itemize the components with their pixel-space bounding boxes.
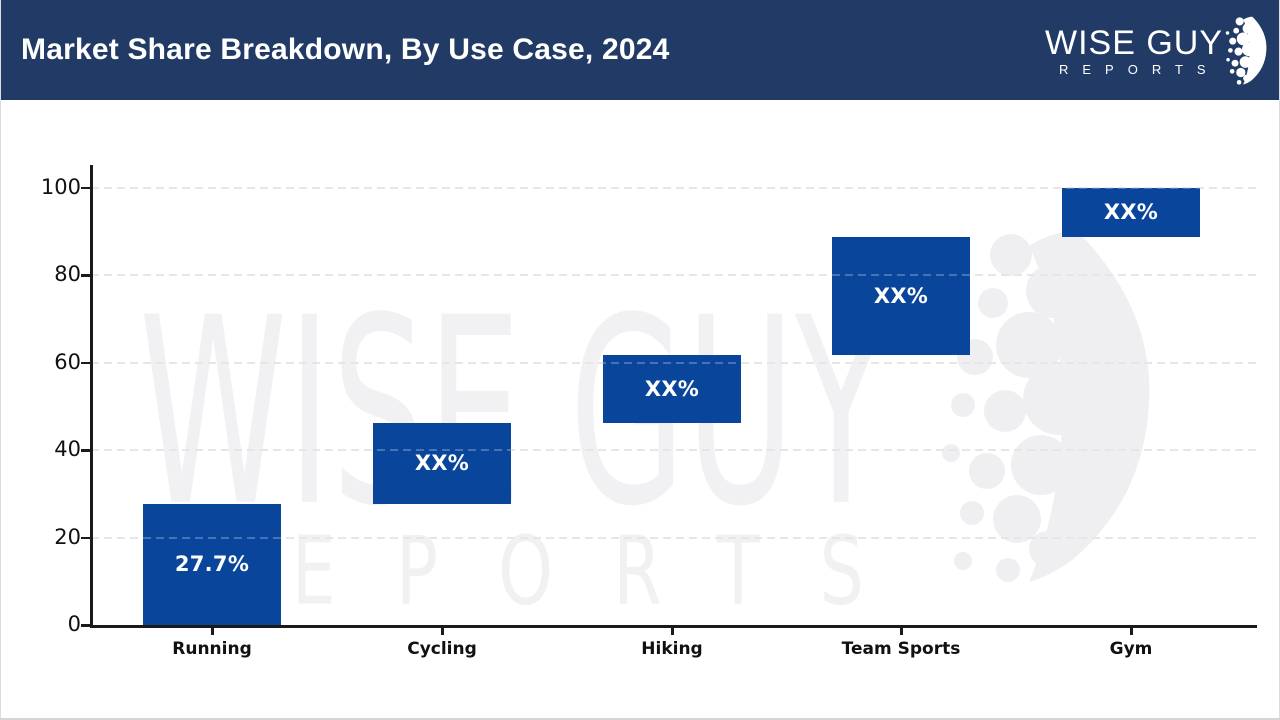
bar-value-label: 27.7% [174,552,250,577]
gridline-overlay [91,274,1257,276]
gridline-overlay [91,361,1257,364]
bar-value-label: XX% [414,451,470,476]
gridline [91,536,1257,539]
gridline [91,274,1257,276]
x-tick-mark [671,628,674,635]
y-tick-mark [81,536,90,539]
y-axis-line [90,165,93,627]
gridline-overlay [91,449,1257,451]
x-tick-mark [211,628,214,635]
gridline [91,449,1257,451]
y-tick-mark [81,449,90,452]
bar-running: 27.7% [143,503,281,625]
wise-guy-logo: WISE GUY REPORTS [1007,6,1267,96]
y-tick-label: 20 [54,524,81,549]
y-tick-label: 80 [54,262,81,286]
x-category-label: Running [172,639,252,659]
logo-subtext: REPORTS [1059,62,1220,77]
header: Market Share Breakdown, By Use Case, 202… [1,0,1279,100]
bar-value-label: XX% [873,284,929,308]
watermark-wordmark: WISE GUY [139,264,887,564]
x-category-label: Gym [1109,639,1153,659]
gridline-overlay [91,186,1257,189]
y-tick-label: 60 [54,349,81,374]
y-tick-mark [81,361,90,364]
x-category-label: Cycling [407,639,477,659]
x-tick-mark [441,628,444,635]
bar-value-label: XX% [1103,200,1159,225]
bar-team-sports: XX% [832,237,970,355]
chart-title: Market Share Breakdown, By Use Case, 202… [21,33,670,66]
bar-gym: XX% [1062,187,1200,238]
y-tick-mark [81,624,90,627]
bar-cycling: XX% [373,422,511,504]
y-tick-label: 40 [54,437,81,461]
gridline-overlay [91,536,1257,539]
y-tick-label: 0 [67,612,81,636]
x-tick-mark [900,628,903,635]
y-tick-label: 100 [40,174,81,199]
x-category-label: Hiking [641,639,703,659]
y-tick-mark [81,186,90,189]
bar-hiking: XX% [603,354,741,423]
logo-wordmark: WISE GUY [1045,24,1224,62]
bar-value-label: XX% [644,376,700,401]
x-axis-line [90,625,1257,628]
x-category-label: Team Sports [841,639,961,659]
x-tick-mark [1130,628,1133,635]
watermark-subtext: REPORTS [183,515,924,627]
logo-face-icon [1225,16,1267,85]
y-tick-mark [81,274,90,277]
gridline [91,186,1257,189]
